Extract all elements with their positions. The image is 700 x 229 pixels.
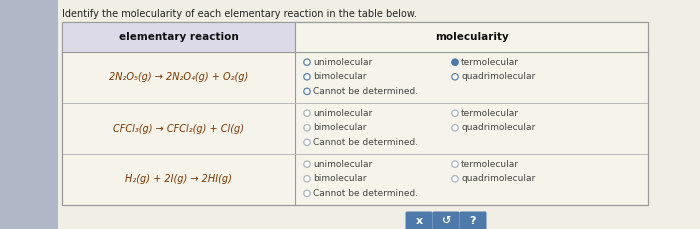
Text: CFCl₃(g) → CFCl₂(g) + Cl(g): CFCl₃(g) → CFCl₂(g) + Cl(g) [113,123,244,134]
Text: Identify the molecularity of each elementary reaction in the table below.: Identify the molecularity of each elemen… [62,9,417,19]
Text: Cannot be determined.: Cannot be determined. [313,189,419,198]
Text: termolecular: termolecular [461,109,519,118]
Text: termolecular: termolecular [461,160,519,169]
Bar [62,22,648,205]
Text: Cannot be determined.: Cannot be determined. [313,87,419,96]
Text: 2N₂O₅(g) → 2N₂O₄(g) + O₂(g): 2N₂O₅(g) → 2N₂O₄(g) + O₂(g) [109,73,248,82]
Text: termolecular: termolecular [461,58,519,67]
Circle shape [304,88,310,95]
Circle shape [452,110,458,116]
Text: quadrimolecular: quadrimolecular [461,123,536,132]
Circle shape [304,110,310,116]
Text: quadrimolecular: quadrimolecular [461,174,536,183]
Circle shape [452,59,458,65]
Text: unimolecular: unimolecular [313,58,372,67]
Text: bimolecular: bimolecular [313,72,367,81]
Circle shape [304,176,310,182]
Text: bimolecular: bimolecular [313,174,367,183]
Text: H₂(g) + 2I(g) → 2HI(g): H₂(g) + 2I(g) → 2HI(g) [125,174,232,185]
Bar [0,0,58,229]
Circle shape [304,139,310,146]
Text: x: x [415,216,423,226]
Text: molecularity: molecularity [435,32,508,42]
Bar [62,22,648,205]
Text: ?: ? [470,216,476,226]
FancyBboxPatch shape [405,212,433,229]
Circle shape [452,74,458,80]
Text: quadrimolecular: quadrimolecular [461,72,536,81]
Text: elementary reaction: elementary reaction [118,32,239,42]
FancyBboxPatch shape [433,212,459,229]
Text: bimolecular: bimolecular [313,123,367,132]
Circle shape [452,125,458,131]
Text: unimolecular: unimolecular [313,160,372,169]
Circle shape [452,176,458,182]
Bar [62,22,295,52]
Circle shape [304,59,310,65]
Circle shape [304,190,310,196]
Circle shape [452,161,458,167]
Circle shape [304,161,310,167]
FancyBboxPatch shape [459,212,486,229]
Circle shape [304,125,310,131]
Text: Cannot be determined.: Cannot be determined. [313,138,419,147]
Text: unimolecular: unimolecular [313,109,372,118]
Circle shape [304,74,310,80]
Text: ↺: ↺ [441,216,451,226]
Circle shape [454,61,456,64]
